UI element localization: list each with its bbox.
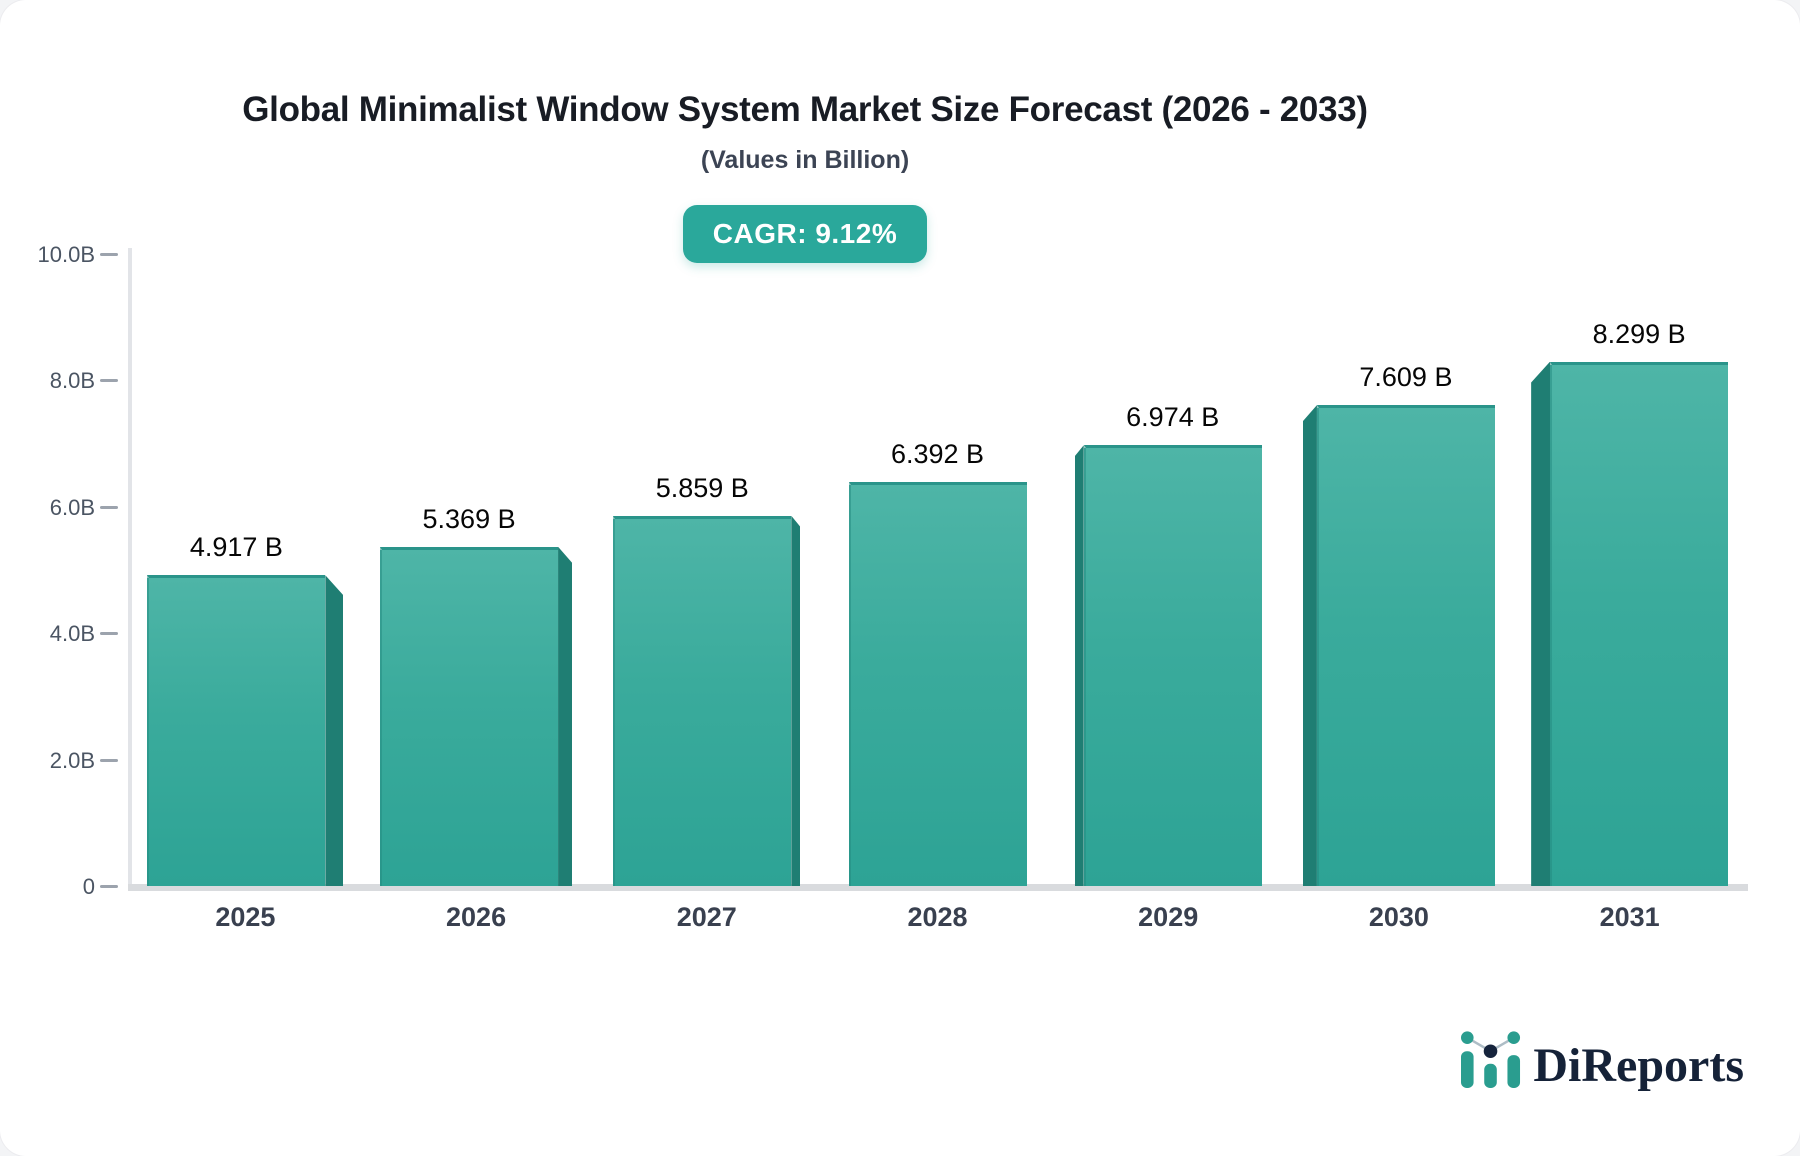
y-tick-label: 0 bbox=[82, 874, 95, 899]
bar-face[interactable] bbox=[147, 575, 326, 886]
y-axis-line bbox=[128, 248, 132, 891]
bar-value-label: 7.609 B bbox=[1359, 362, 1453, 393]
bar-2030[interactable] bbox=[1302, 405, 1495, 886]
bar-side-face bbox=[1302, 405, 1317, 886]
bar-value-label: 6.392 B bbox=[890, 439, 985, 470]
plot-area: 4.917 B 5.369 B 5.859 B 6.392 B 6.974 B 7.609… bbox=[130, 254, 1745, 886]
bar-face[interactable] bbox=[1550, 361, 1729, 886]
chart-header: Global Minimalist Window System Market S… bbox=[0, 90, 1610, 263]
bar-face[interactable] bbox=[1083, 445, 1262, 886]
bar-face[interactable] bbox=[613, 515, 792, 886]
bar-face[interactable] bbox=[1316, 405, 1495, 886]
x-axis-label-2025: 2025 bbox=[215, 902, 276, 932]
bar-2028[interactable] bbox=[848, 482, 1027, 886]
bar-side-face bbox=[1531, 361, 1551, 886]
bar-face[interactable] bbox=[848, 482, 1027, 886]
logo-bar-chart-icon bbox=[1461, 1031, 1521, 1088]
x-axis-label-2030: 2030 bbox=[1368, 902, 1429, 932]
bar-value-label: 6.974 B bbox=[1126, 402, 1220, 433]
chart-title: Global Minimalist Window System Market S… bbox=[242, 90, 1368, 129]
bar-value-label: 8.299 B bbox=[1592, 318, 1686, 349]
x-axis: 2025 2026 2027 2028 2029 2030 2031 bbox=[130, 902, 1745, 942]
bar-value-label: 4.917 B bbox=[189, 532, 283, 563]
y-tick-label: 10.0B bbox=[37, 242, 96, 267]
bar-2026[interactable] bbox=[380, 546, 573, 886]
y-tick-label: 6.0B bbox=[49, 494, 95, 520]
x-axis-baseline bbox=[128, 884, 1748, 891]
y-tick-label: 4.0B bbox=[49, 621, 95, 647]
y-tick-mark bbox=[100, 632, 118, 636]
y-tick-mark bbox=[100, 379, 118, 383]
y-tick-label: 8.0B bbox=[49, 368, 95, 394]
bar-side-face bbox=[1074, 445, 1084, 886]
y-tick-label: 2.0B bbox=[49, 747, 95, 773]
bar-2025[interactable] bbox=[147, 575, 344, 886]
y-tick-mark bbox=[100, 505, 118, 509]
x-axis-label-2031: 2031 bbox=[1599, 902, 1660, 932]
x-axis-label-2026: 2026 bbox=[446, 902, 507, 932]
logo: DiReports bbox=[1459, 1028, 1744, 1092]
bar-face[interactable] bbox=[380, 546, 559, 886]
x-axis-label-2029: 2029 bbox=[1138, 902, 1199, 932]
logo-text: DiReports bbox=[1533, 1038, 1744, 1092]
bar-value-label: 5.859 B bbox=[655, 472, 749, 503]
y-tick-mark bbox=[100, 885, 118, 888]
bar-side-face bbox=[325, 575, 344, 886]
bar-side-face bbox=[791, 515, 801, 886]
bar-value-label: 5.369 B bbox=[422, 503, 516, 534]
chart-subtitle: (Values in Billion) bbox=[700, 146, 910, 174]
x-axis-label-2027: 2027 bbox=[676, 902, 737, 932]
cagr-badge: CAGR: 9.12% bbox=[682, 205, 928, 263]
bar-side-face bbox=[558, 546, 573, 886]
x-axis-label-2028: 2028 bbox=[907, 902, 968, 932]
y-tick-mark bbox=[100, 758, 118, 762]
bar-2031[interactable] bbox=[1531, 361, 1729, 886]
bar-2027[interactable] bbox=[613, 515, 801, 886]
y-tick-mark bbox=[100, 253, 118, 256]
bar-2029[interactable] bbox=[1074, 445, 1262, 886]
y-axis: 10.0B 8.0B 6.0B 4.0B 2.0B 0 bbox=[0, 242, 130, 899]
